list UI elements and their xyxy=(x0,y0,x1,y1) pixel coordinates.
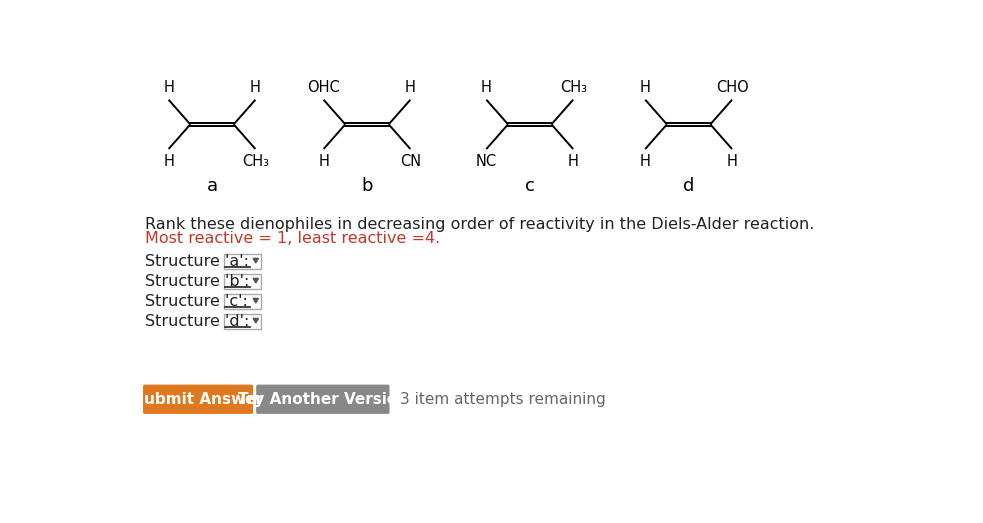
FancyBboxPatch shape xyxy=(223,314,260,329)
Polygon shape xyxy=(253,278,259,283)
Text: CH₃: CH₃ xyxy=(242,154,269,168)
Polygon shape xyxy=(253,319,259,323)
Text: b: b xyxy=(361,177,373,195)
Text: H: H xyxy=(640,80,651,95)
Text: Structure 'c':: Structure 'c': xyxy=(145,294,248,309)
Text: OHC: OHC xyxy=(308,80,340,95)
Text: Most reactive = 1, least reactive =4.: Most reactive = 1, least reactive =4. xyxy=(145,231,439,246)
Text: CN: CN xyxy=(400,154,421,168)
Text: Submit Answer: Submit Answer xyxy=(133,392,263,407)
Text: 3 item attempts remaining: 3 item attempts remaining xyxy=(400,392,607,407)
Text: H: H xyxy=(481,80,492,95)
Text: H: H xyxy=(163,80,174,95)
Text: H: H xyxy=(640,154,651,168)
Text: H: H xyxy=(163,154,174,168)
Text: H: H xyxy=(726,154,737,168)
Text: Rank these dienophiles in decreasing order of reactivity in the Diels-Alder reac: Rank these dienophiles in decreasing ord… xyxy=(145,217,814,232)
Text: H: H xyxy=(250,80,260,95)
Text: CH₃: CH₃ xyxy=(559,80,587,95)
Polygon shape xyxy=(253,258,259,263)
Text: CHO: CHO xyxy=(716,80,748,95)
Text: a: a xyxy=(206,177,217,195)
Text: NC: NC xyxy=(476,154,497,168)
FancyBboxPatch shape xyxy=(143,384,253,414)
FancyBboxPatch shape xyxy=(223,294,260,309)
Polygon shape xyxy=(253,299,259,303)
Text: Structure 'a':: Structure 'a': xyxy=(145,254,249,269)
FancyBboxPatch shape xyxy=(223,254,260,269)
Text: Try Another Version: Try Another Version xyxy=(238,392,408,407)
Text: Structure 'b':: Structure 'b': xyxy=(145,274,249,289)
Text: c: c xyxy=(525,177,535,195)
Text: H: H xyxy=(318,154,329,168)
Text: H: H xyxy=(568,154,579,168)
FancyBboxPatch shape xyxy=(257,384,389,414)
Text: H: H xyxy=(405,80,416,95)
Text: d: d xyxy=(683,177,694,195)
FancyBboxPatch shape xyxy=(223,274,260,289)
Text: Structure 'd':: Structure 'd': xyxy=(145,314,249,329)
